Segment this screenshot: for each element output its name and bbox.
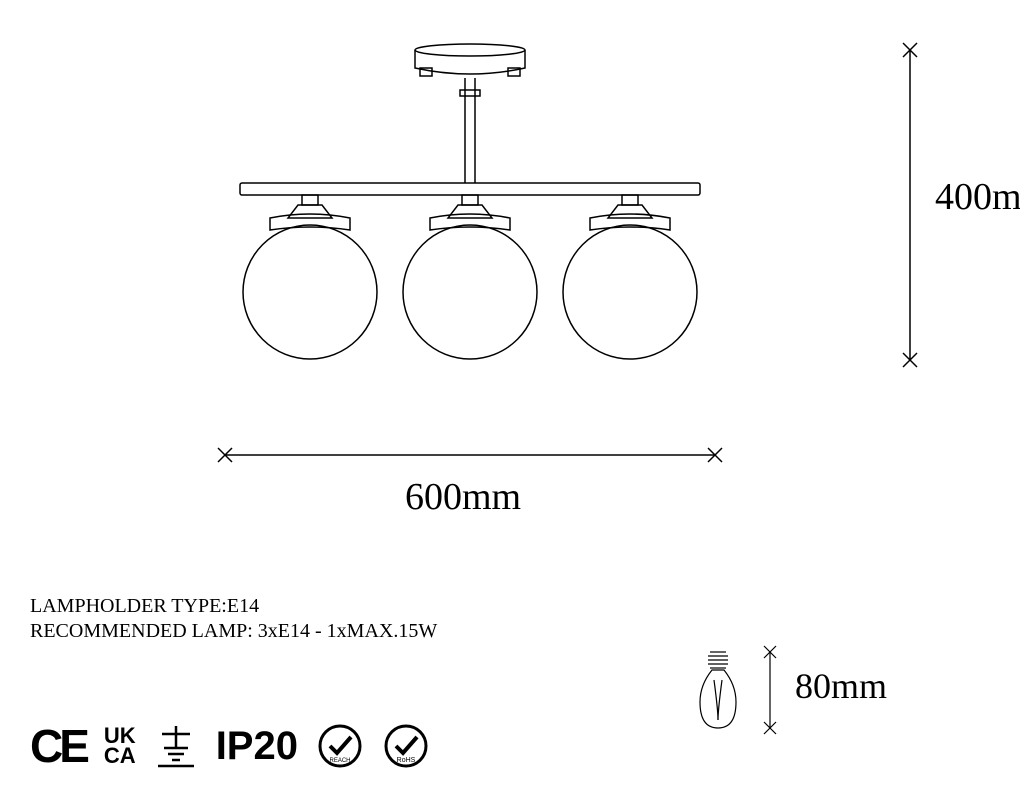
horizontal-bar xyxy=(240,183,700,195)
globe-1 xyxy=(243,195,377,359)
ukca-text: UK CA xyxy=(104,726,136,766)
reach-icon: REACH xyxy=(316,722,364,770)
ground-symbol-icon xyxy=(154,722,198,770)
dim-width-line xyxy=(218,448,722,462)
certification-row: CE UK CA IP20 xyxy=(30,719,430,773)
ukca-mark-icon: UK CA xyxy=(104,726,136,766)
stem xyxy=(460,78,480,183)
ce-text: CE xyxy=(30,719,86,773)
dim-height-line xyxy=(903,43,917,367)
dim-bulb-label: 80mm xyxy=(795,665,887,707)
ce-mark-icon: CE xyxy=(30,719,86,773)
dim-width-label: 600mm xyxy=(405,475,521,519)
svg-text:RoHS: RoHS xyxy=(397,757,416,764)
globe-2 xyxy=(403,195,537,359)
recommended-lamp-text: RECOMMENDED LAMP: 3xE14 - 1xMAX.15W xyxy=(30,620,437,643)
canopy xyxy=(415,44,525,76)
dim-height-label: 400mm xyxy=(935,175,1020,219)
svg-text:REACH: REACH xyxy=(329,758,350,764)
rohs-icon: RoHS xyxy=(382,722,430,770)
globe-3 xyxy=(563,195,697,359)
lampholder-type-text: LAMPHOLDER TYPE:E14 xyxy=(30,595,259,618)
diagram-container: 400mm 600mm LAMPHOLDER TYPE:E14 RECOMMEN… xyxy=(0,0,1020,798)
ip-rating-text: IP20 xyxy=(216,724,298,769)
ip-rating-icon: IP20 xyxy=(216,724,298,769)
